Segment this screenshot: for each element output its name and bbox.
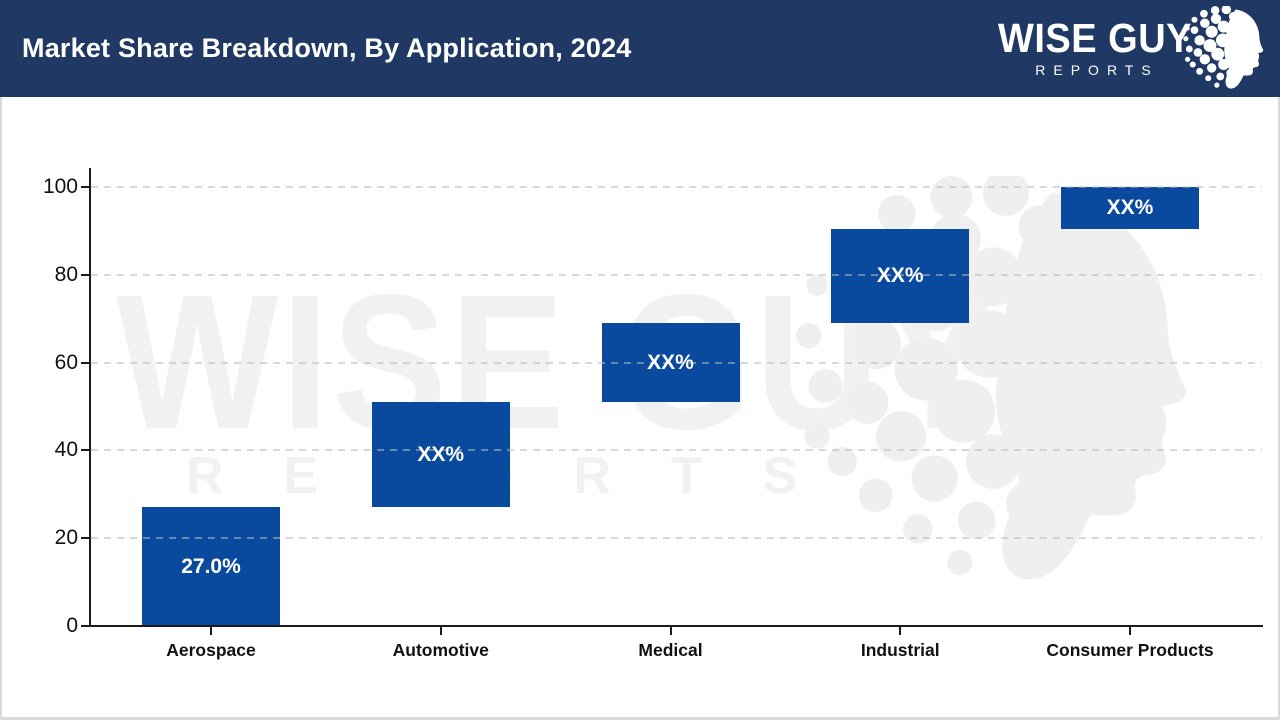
- logo-text: WISE GUY REPORTS: [997, 16, 1192, 78]
- x-axis-label: Industrial: [860, 640, 940, 660]
- gridline-100: [91, 186, 1262, 188]
- bar-value-label: XX%: [1106, 195, 1154, 219]
- gridline-40: [91, 449, 1262, 452]
- logo-wordmark: WISE GUY: [997, 16, 1192, 62]
- bar-value-label: XX%: [876, 263, 924, 287]
- y-tick-label: 40: [54, 438, 78, 462]
- y-axis: [89, 168, 91, 627]
- frame-border-left: [0, 97, 2, 720]
- x-axis-label: Aerospace: [166, 640, 256, 660]
- x-tick: [439, 627, 442, 635]
- page-title: Market Share Breakdown, By Application, …: [22, 33, 632, 63]
- x-tick: [669, 627, 672, 635]
- bar-value-label: XX%: [417, 442, 465, 466]
- x-axis: [89, 625, 1263, 627]
- bar-value-label: 27.0%: [181, 554, 241, 578]
- y-tick: [81, 537, 90, 540]
- y-tick-label: 80: [54, 262, 78, 286]
- x-axis-label: Consumer Products: [1046, 640, 1214, 660]
- gridline-60: [91, 361, 1262, 364]
- wiseguy-reports-logo: WISE GUY REPORTS: [998, 5, 1268, 93]
- header-bar: Market Share Breakdown, By Application, …: [0, 0, 1280, 97]
- gridline-80: [91, 273, 1262, 276]
- x-axis-label: Medical: [638, 640, 703, 660]
- logo-subtext: REPORTS: [1035, 62, 1159, 78]
- bar-consumer-products: [1061, 187, 1199, 229]
- bar-value-label: XX%: [647, 350, 694, 374]
- y-tick-label: 0: [66, 614, 78, 637]
- frame-border-bottom: [0, 717, 1280, 720]
- watermark-subtext: REPORTS: [186, 447, 858, 505]
- y-tick: [81, 273, 90, 276]
- y-tick: [81, 625, 90, 627]
- bar-aerospace: [142, 507, 280, 626]
- y-tick: [81, 186, 90, 188]
- y-tick-label: 20: [54, 526, 78, 550]
- gridline-20: [91, 537, 1262, 540]
- y-tick-label: 60: [54, 350, 78, 374]
- bar-industrial: [831, 228, 970, 324]
- x-tick: [210, 627, 212, 635]
- x-tick: [1129, 627, 1131, 635]
- frame-border-right: [1278, 97, 1280, 720]
- y-tick: [81, 361, 90, 364]
- x-axis-label: Automotive: [392, 640, 489, 660]
- y-tick: [81, 449, 90, 452]
- x-tick: [899, 627, 902, 635]
- y-tick-label: 100: [42, 175, 78, 198]
- bar-automotive: [371, 402, 510, 508]
